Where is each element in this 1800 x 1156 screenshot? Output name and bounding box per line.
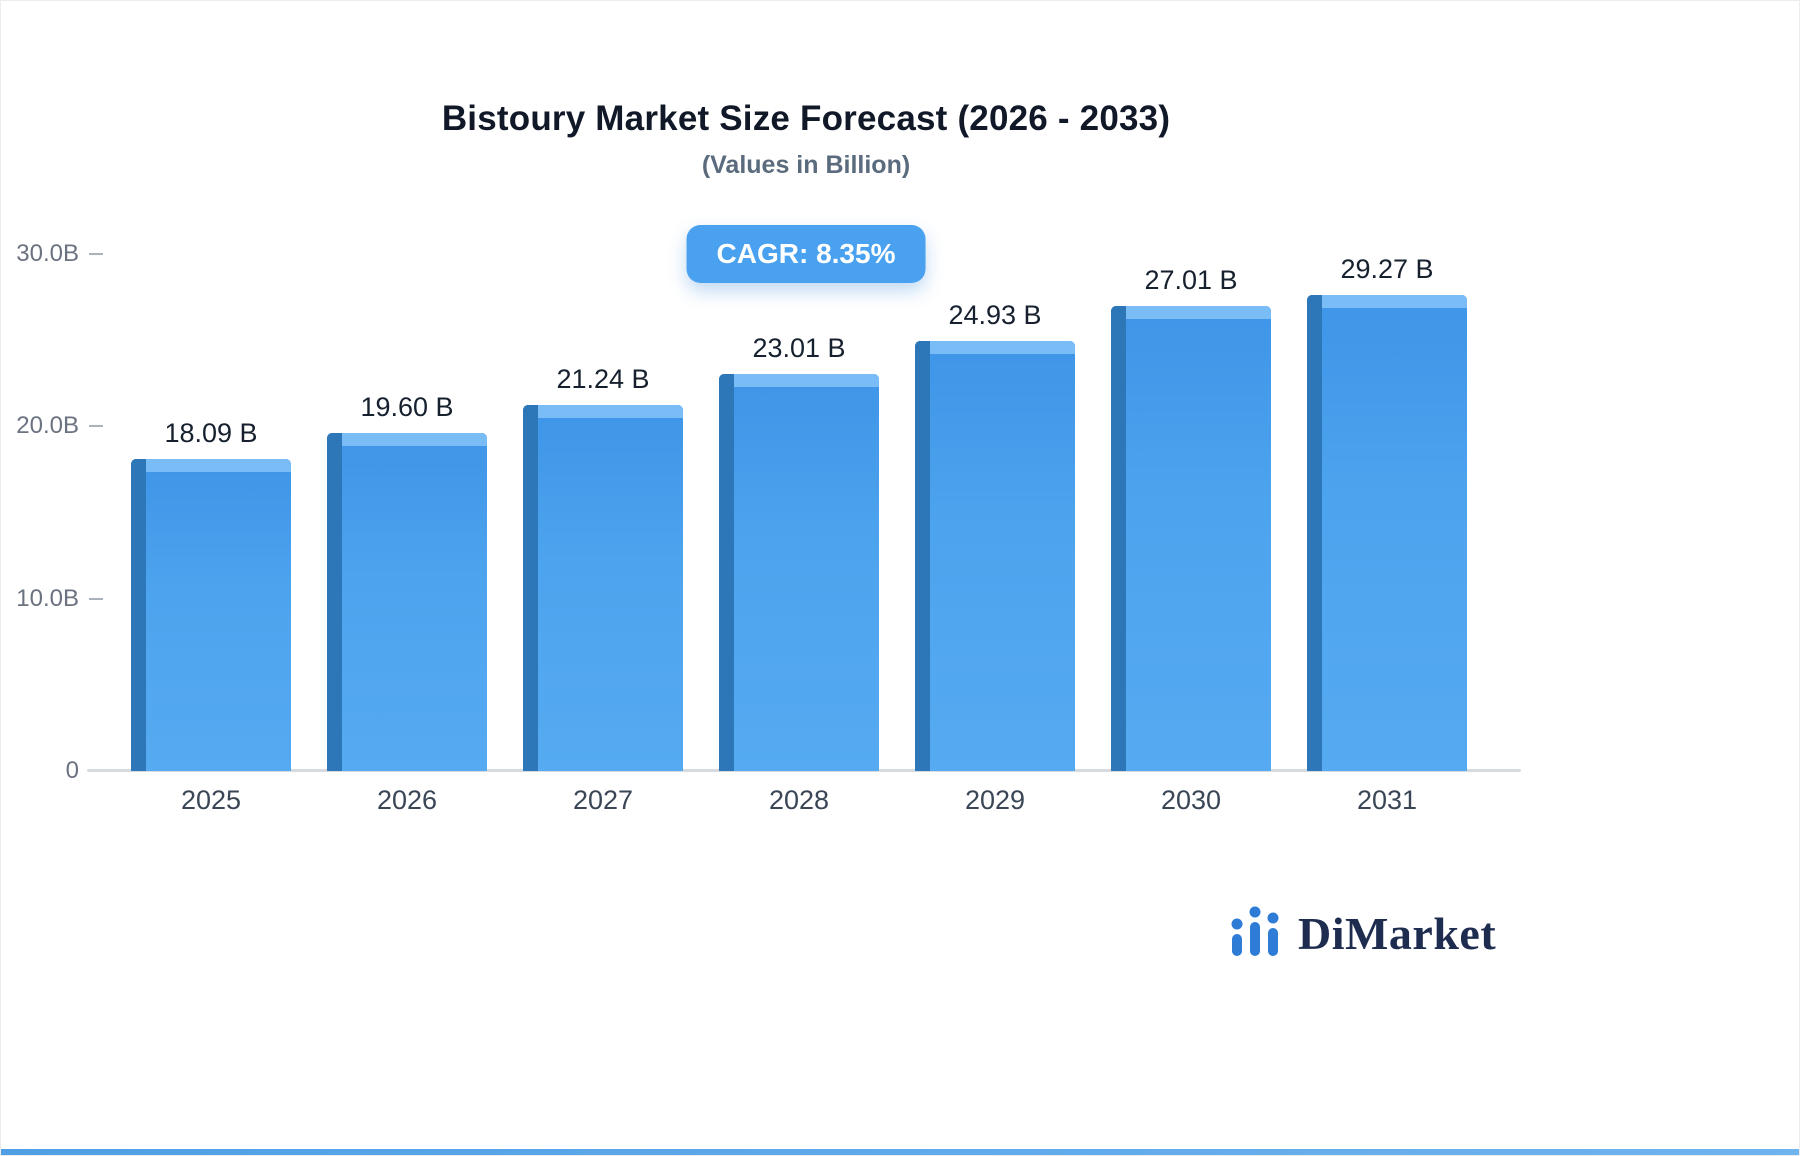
x-axis-label: 2025 [180, 785, 242, 815]
y-axis-label: 0 [65, 757, 79, 784]
chart-title: Bistoury Market Size Forecast (2026 - 20… [441, 99, 1171, 138]
y-tick-mark [89, 425, 103, 428]
bar-value-label: 19.60 B [360, 392, 454, 423]
bar-chart-logo-icon [1227, 902, 1285, 965]
x-axis-label: 2031 [1356, 785, 1418, 815]
bar-group: 29.27 B [1307, 254, 1467, 771]
bottom-accent-bar [1, 1149, 1799, 1155]
bar [523, 404, 683, 772]
chart-subtitle: (Values in Billion) [701, 151, 911, 179]
y-axis-tick: 20.0B [16, 412, 103, 440]
x-axis-label: 2030 [1160, 785, 1222, 815]
bar-group: 21.24 B [523, 254, 683, 772]
brand-logo: DiMarket [1227, 902, 1496, 965]
y-tick-mark [89, 597, 103, 600]
bar [719, 374, 879, 771]
bar [327, 433, 487, 771]
y-axis-tick: 30.0B [16, 240, 103, 268]
brand-name: DiMarket [1298, 908, 1497, 959]
bar-value-label: 27.01 B [1144, 264, 1238, 295]
x-axis-label: 2028 [768, 785, 830, 815]
x-axis-label: 2027 [572, 785, 634, 815]
bar-value-label: 29.27 B [1340, 254, 1434, 284]
bar-group: 18.09 B [131, 254, 291, 771]
x-axis-label: 2026 [376, 785, 438, 815]
y-axis-label: 30.0B [16, 240, 79, 267]
bars-row: 18.09 B 19.60 B 21.24 B 23.01 B 24.93 B 27.01… [131, 254, 1467, 772]
y-axis-tick: 10.0B [16, 585, 103, 613]
x-axis-label: 2029 [964, 785, 1026, 815]
bar-value-label: 21.24 B [556, 363, 650, 394]
bar [1307, 295, 1467, 771]
bar-group: 23.01 B [719, 254, 879, 771]
bar [1111, 305, 1271, 772]
y-axis: 30.0B 20.0B 10.0B 0 [1, 240, 103, 784]
x-axis-row: 2025 2026 2027 2028 2029 2030 2031 [131, 785, 1467, 816]
bar-value-label: 18.09 B [164, 418, 258, 449]
y-tick-mark [89, 253, 103, 255]
bar [915, 341, 1075, 771]
cagr-badge: CAGR: 8.35% [686, 225, 926, 283]
bar [131, 459, 291, 771]
bar-value-label: 23.01 B [752, 333, 846, 364]
bar-group: 27.01 B [1111, 254, 1271, 772]
bar-value-label: 24.93 B [948, 300, 1042, 331]
bar-group: 24.93 B [915, 254, 1075, 771]
bar-group: 19.60 B [327, 254, 487, 771]
y-axis-label: 10.0B [16, 584, 79, 612]
y-axis-label: 20.0B [16, 412, 79, 440]
